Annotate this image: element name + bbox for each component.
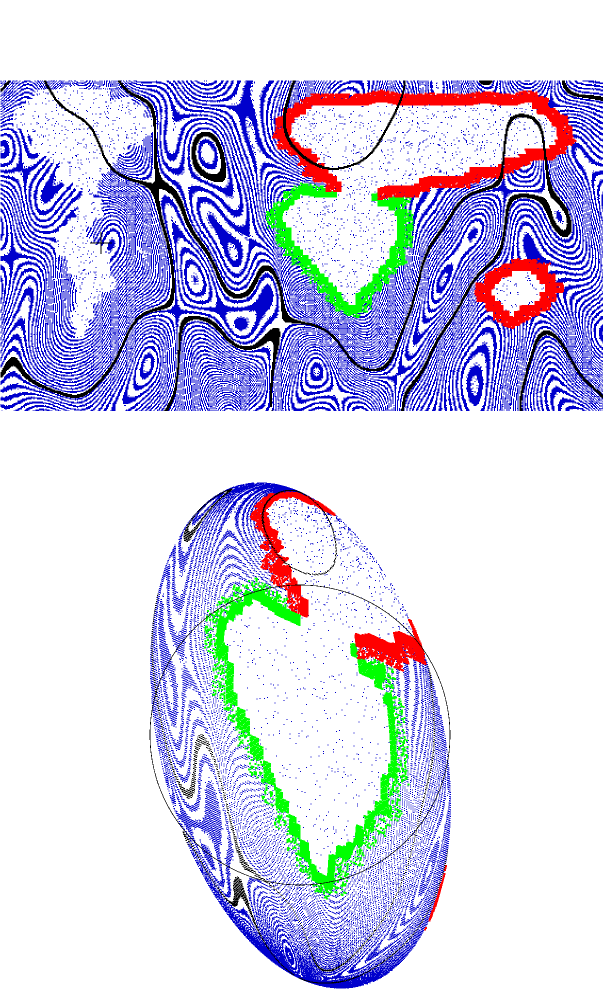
orthographic-globe-plot (100, 470, 500, 1001)
crosshair-marker (90, 232, 112, 254)
panel-orthographic-globe (100, 470, 500, 1001)
equirectangular-map-plot (0, 80, 603, 411)
panel-equirectangular-map (0, 80, 603, 411)
